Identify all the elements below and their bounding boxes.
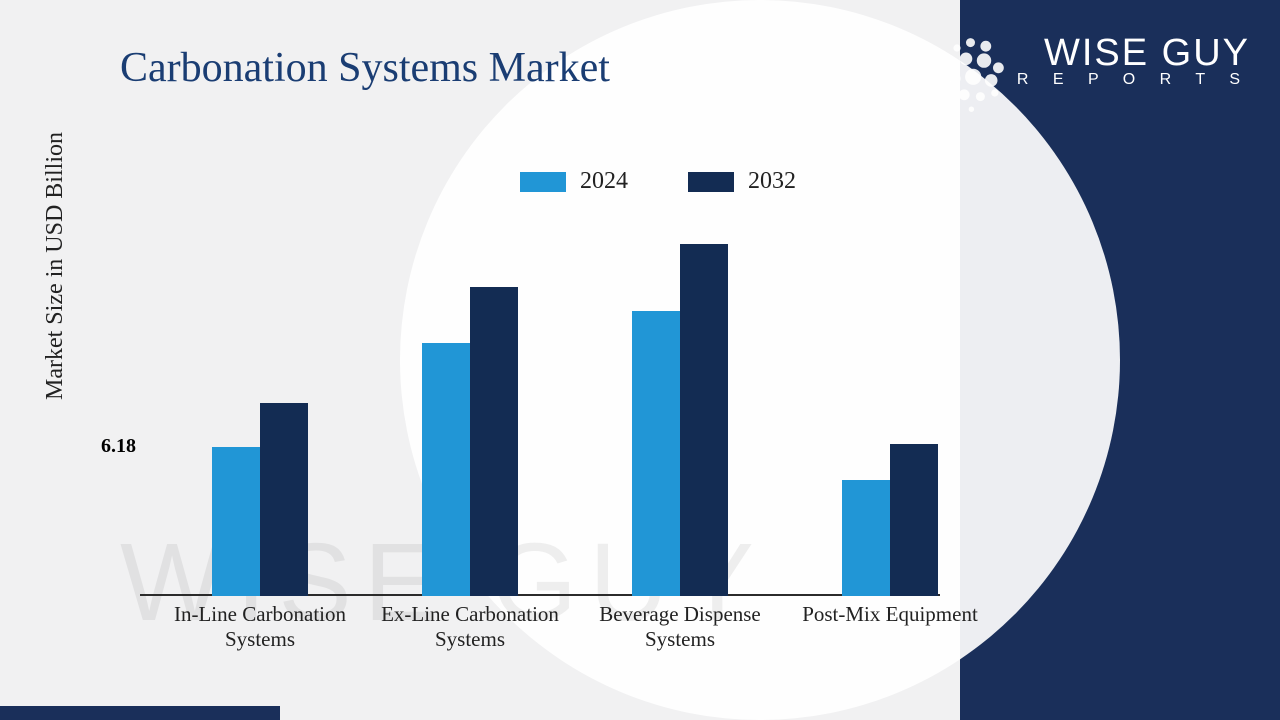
bar-group: Beverage Dispense Systems — [600, 244, 760, 596]
y-axis-label: Market Size in USD Billion — [42, 132, 69, 400]
bar-2032 — [680, 244, 728, 596]
x-axis-label: Post-Mix Equipment — [790, 602, 990, 627]
y-tick-label: 6.18 — [86, 435, 136, 458]
bar-group: Ex-Line Carbonation Systems — [390, 287, 550, 596]
legend-label-2032: 2032 — [748, 168, 796, 195]
legend-swatch-2032 — [688, 172, 734, 192]
bar-2024 — [212, 447, 260, 596]
bar-group: In-Line Carbonation Systems — [180, 403, 340, 596]
brand-logo: WISE GUY R E P O R T S — [1017, 32, 1250, 89]
brand-head-icon — [930, 30, 1020, 120]
bar-2024 — [632, 311, 680, 596]
x-axis-label: Beverage Dispense Systems — [580, 602, 780, 652]
bar-2032 — [470, 287, 518, 596]
bar-2032 — [890, 444, 938, 596]
legend: 2024 2032 — [520, 168, 796, 195]
legend-swatch-2024 — [520, 172, 566, 192]
legend-item-2032: 2032 — [688, 168, 796, 195]
bar-2032 — [260, 403, 308, 596]
brand-line1: WISE GUY — [1017, 32, 1250, 75]
brand-line2: R E P O R T S — [1017, 71, 1250, 89]
plot-area: In-Line Carbonation Systems Ex-Line Carbo… — [140, 210, 940, 596]
legend-label-2024: 2024 — [580, 168, 628, 195]
chart-title: Carbonation Systems Market — [120, 44, 610, 92]
bar-2024 — [422, 343, 470, 596]
x-axis-label: In-Line Carbonation Systems — [160, 602, 360, 652]
x-axis-label: Ex-Line Carbonation Systems — [370, 602, 570, 652]
legend-item-2024: 2024 — [520, 168, 628, 195]
bottom-accent-bar — [0, 706, 280, 720]
bar-group: Post-Mix Equipment — [810, 444, 970, 596]
bar-2024 — [842, 480, 890, 596]
